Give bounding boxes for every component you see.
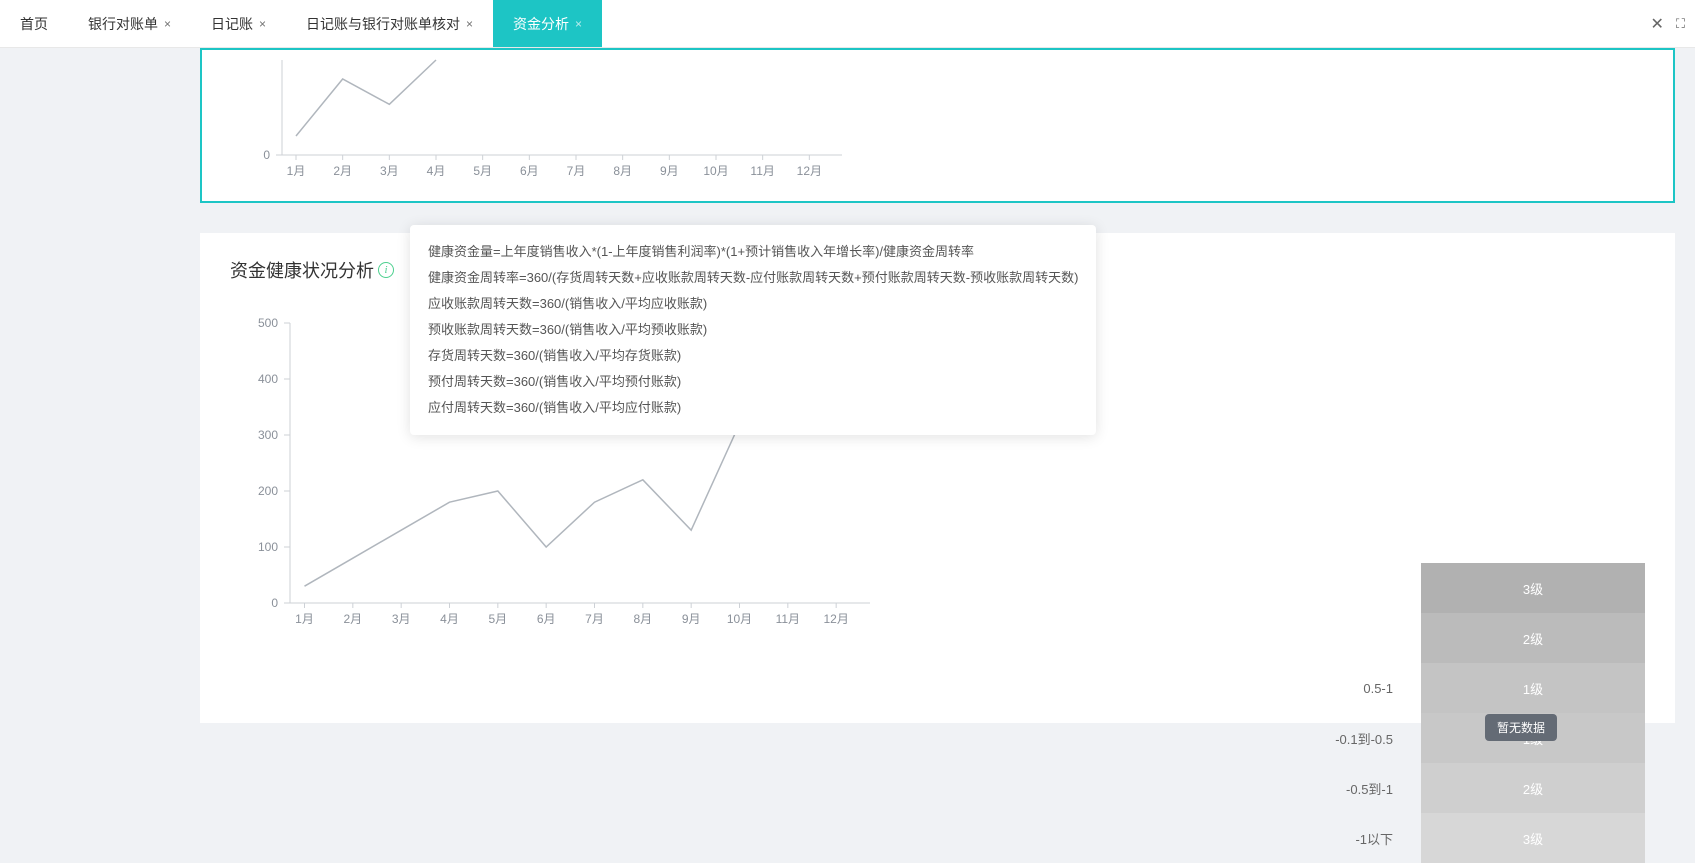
section-title-text: 资金健康状况分析: [230, 257, 374, 283]
tooltip-line: 健康资金周转率=360/(存货周转天数+应收账款周转天数-应付账款周转天数+预付…: [428, 265, 1078, 291]
level-cell: 2级: [1421, 763, 1645, 813]
expand-icon[interactable]: ⛶: [1676, 16, 1685, 32]
tab[interactable]: 资金分析 ×: [493, 0, 602, 47]
level-range-label: -0.5到-1: [1271, 763, 1421, 813]
svg-text:5月: 5月: [488, 612, 507, 626]
svg-text:1月: 1月: [295, 612, 314, 626]
svg-text:8月: 8月: [613, 164, 632, 178]
svg-text:500: 500: [258, 316, 278, 330]
level-row: 3级: [1271, 563, 1645, 613]
tab-label: 首页: [20, 14, 48, 34]
tooltip-line: 应收账款周转天数=360/(销售收入/平均应收账款): [428, 291, 1078, 317]
tab[interactable]: 日记账与银行对账单核对 ×: [286, 0, 493, 47]
svg-text:100: 100: [258, 540, 278, 554]
tab-close-icon[interactable]: ×: [575, 17, 582, 31]
level-cell: 2级: [1421, 613, 1645, 663]
tooltip-line: 预收账款周转天数=360/(销售收入/平均预收账款): [428, 317, 1078, 343]
tab-label: 资金分析: [513, 14, 569, 34]
svg-text:2月: 2月: [333, 164, 352, 178]
svg-text:8月: 8月: [633, 612, 652, 626]
info-icon[interactable]: i: [378, 262, 394, 278]
level-row: 2级: [1271, 613, 1645, 663]
svg-text:12月: 12月: [797, 164, 822, 178]
svg-text:7月: 7月: [585, 612, 604, 626]
formula-tooltip: 健康资金量=上年度销售收入*(1-上年度销售利润率)*(1+预计销售收入年增长率…: [410, 225, 1096, 435]
svg-text:1月: 1月: [287, 164, 306, 178]
tooltip-line: 预付周转天数=360/(销售收入/平均预付账款): [428, 369, 1078, 395]
tab-label: 银行对账单: [88, 14, 158, 34]
tab[interactable]: 日记账 ×: [191, 0, 286, 47]
svg-text:2月: 2月: [343, 612, 362, 626]
svg-text:12月: 12月: [823, 612, 848, 626]
svg-text:3月: 3月: [380, 164, 399, 178]
level-table: 3级2级0.5-11级-0.1到-0.51级-0.5到-12级-1以下3级: [1271, 563, 1645, 863]
svg-text:10月: 10月: [703, 164, 728, 178]
tab-close-icon[interactable]: ×: [164, 17, 171, 31]
svg-text:0: 0: [263, 148, 270, 162]
svg-text:10月: 10月: [727, 612, 752, 626]
level-range-label: [1271, 563, 1421, 613]
tab-label: 日记账与银行对账单核对: [306, 14, 460, 34]
page-content: 01月2月3月4月5月6月7月8月9月10月11月12月 资金健康状况分析 i …: [0, 48, 1695, 723]
level-range-label: -0.1到-0.5: [1271, 713, 1421, 763]
level-range-label: -1以下: [1271, 813, 1421, 863]
svg-text:5月: 5月: [473, 164, 492, 178]
svg-text:9月: 9月: [682, 612, 701, 626]
level-row: -0.1到-0.51级: [1271, 713, 1645, 763]
svg-text:200: 200: [258, 484, 278, 498]
no-data-badge: 暂无数据: [1485, 714, 1557, 741]
tab-close-icon[interactable]: ×: [259, 17, 266, 31]
svg-text:9月: 9月: [660, 164, 679, 178]
level-range-label: 0.5-1: [1271, 663, 1421, 713]
level-cell: 1级: [1421, 663, 1645, 713]
tooltip-line: 存货周转天数=360/(销售收入/平均存货账款): [428, 343, 1078, 369]
level-range-label: [1271, 613, 1421, 663]
svg-text:11月: 11月: [750, 164, 774, 178]
tooltip-line: 健康资金量=上年度销售收入*(1-上年度销售利润率)*(1+预计销售收入年增长率…: [428, 239, 1078, 265]
svg-text:4月: 4月: [427, 164, 446, 178]
top-line-chart: 0 1月 2月 3月 4月 5月 6月 7月 8月 9月 10月 11月 12月: [202, 50, 1082, 203]
level-row: -0.5到-12级: [1271, 763, 1645, 813]
svg-text:0: 0: [271, 596, 278, 610]
svg-text:4月: 4月: [440, 612, 459, 626]
top-chart-card: 0 1月 2月 3月 4月 5月 6月 7月 8月 9月 10月 11月 12月: [200, 48, 1675, 203]
svg-text:7月: 7月: [567, 164, 586, 178]
tab-bar: 首页 银行对账单 × 日记账 × 日记账与银行对账单核对 × 资金分析 × ✕ ⛶: [0, 0, 1695, 48]
level-row: -1以下3级: [1271, 813, 1645, 863]
close-all-icon[interactable]: ✕: [1650, 14, 1663, 34]
tooltip-line: 应付周转天数=360/(销售收入/平均应付账款): [428, 395, 1078, 421]
tab-label: 日记账: [211, 14, 253, 34]
tab-close-icon[interactable]: ×: [466, 17, 473, 31]
svg-text:3月: 3月: [392, 612, 411, 626]
svg-text:6月: 6月: [520, 164, 539, 178]
tab[interactable]: 首页: [0, 0, 68, 47]
svg-text:6月: 6月: [537, 612, 556, 626]
svg-text:300: 300: [258, 428, 278, 442]
level-cell: 3级: [1421, 563, 1645, 613]
level-cell: 3级: [1421, 813, 1645, 863]
level-row: 0.5-11级: [1271, 663, 1645, 713]
svg-text:11月: 11月: [776, 612, 800, 626]
svg-text:400: 400: [258, 372, 278, 386]
tab[interactable]: 银行对账单 ×: [68, 0, 191, 47]
tab-bar-actions: ✕ ⛶: [1650, 14, 1685, 34]
